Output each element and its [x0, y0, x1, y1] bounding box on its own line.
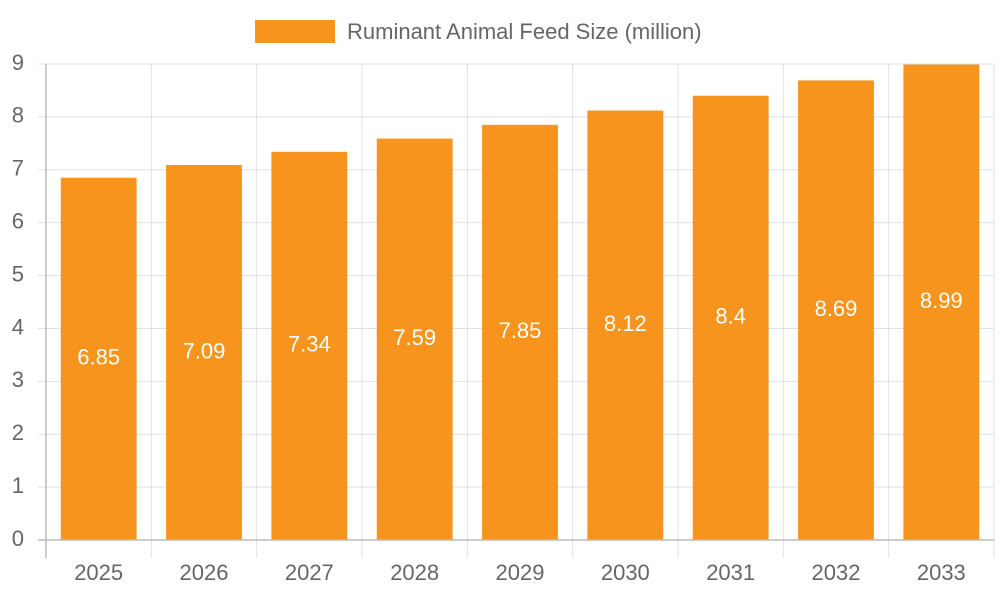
- bar: [482, 124, 558, 541]
- y-tick-label: 3: [12, 367, 24, 392]
- bar: [798, 80, 874, 540]
- y-tick-label: 8: [12, 103, 24, 128]
- bar: [60, 177, 137, 540]
- legend-label: Ruminant Animal Feed Size (million): [347, 19, 702, 44]
- x-tick-label: 2026: [180, 560, 229, 585]
- bar: [166, 165, 242, 541]
- data-label: 7.85: [499, 318, 542, 343]
- data-label: 7.34: [288, 332, 331, 357]
- x-tick-label: 2027: [285, 560, 334, 585]
- x-tick-label: 2031: [706, 560, 755, 585]
- x-tick-label: 2028: [390, 560, 439, 585]
- y-tick-label: 7: [12, 156, 24, 181]
- y-tick-label: 6: [12, 208, 24, 233]
- y-tick-label: 2: [12, 420, 24, 445]
- x-tick-label: 2030: [601, 560, 650, 585]
- data-label: 8.99: [920, 288, 963, 313]
- data-label: 8.12: [604, 311, 647, 336]
- bar: [692, 95, 769, 540]
- bar: [271, 151, 348, 540]
- x-tick-label: 2032: [812, 560, 861, 585]
- data-label: 8.69: [815, 296, 858, 321]
- x-tick-label: 2033: [917, 560, 966, 585]
- data-label: 7.09: [183, 338, 226, 363]
- x-tick-label: 2029: [496, 560, 545, 585]
- x-tick-label: 2025: [74, 560, 123, 585]
- y-tick-label: 5: [12, 261, 24, 286]
- data-label: 7.59: [393, 325, 436, 350]
- legend-swatch: [255, 20, 335, 43]
- bar: [587, 110, 664, 540]
- y-tick-label: 4: [12, 314, 24, 339]
- y-tick-label: 1: [12, 473, 24, 498]
- data-label: 6.85: [77, 345, 120, 370]
- y-tick-label: 0: [12, 526, 24, 551]
- y-tick-label: 9: [12, 50, 24, 75]
- bar: [903, 64, 980, 540]
- data-label: 8.4: [715, 304, 746, 329]
- bar: [376, 138, 453, 540]
